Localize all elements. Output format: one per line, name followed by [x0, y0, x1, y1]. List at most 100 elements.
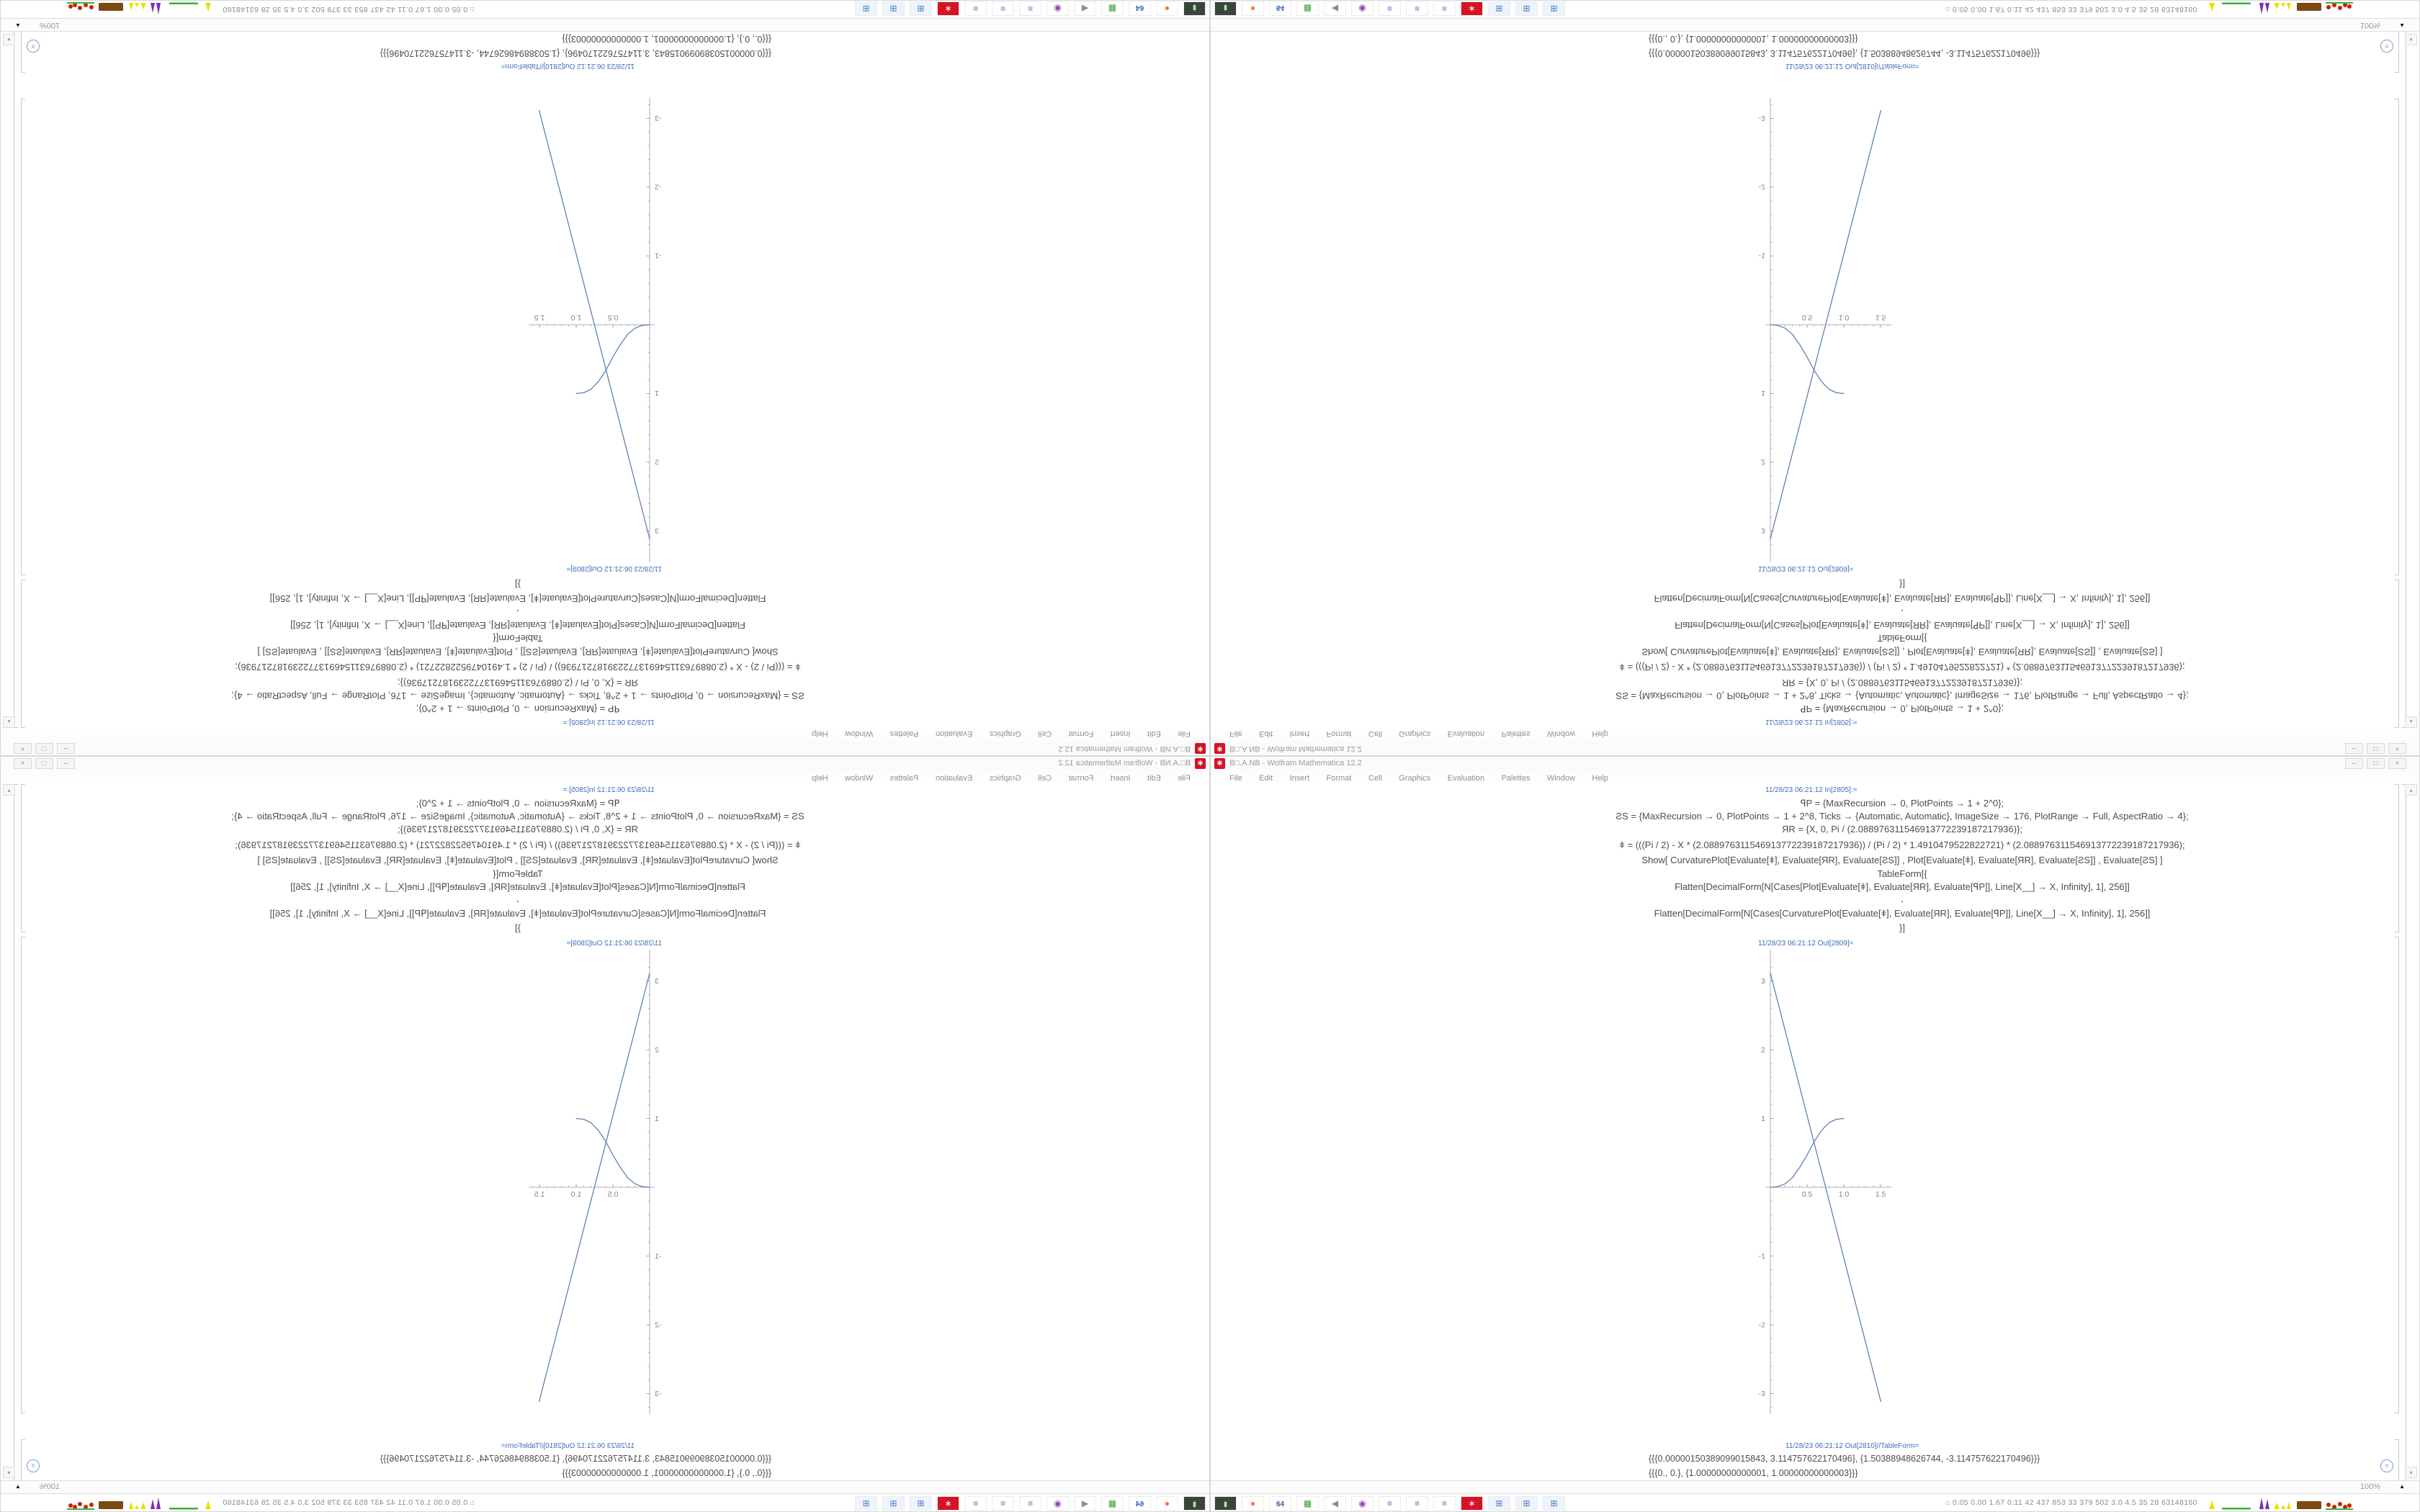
minimize-button[interactable]: –	[2345, 743, 2363, 754]
window-titlebar[interactable]: ∗ B□.A.NB - Wolfram Mathematica 12.2 – □…	[1211, 757, 2419, 771]
taskbar-icon-display[interactable]: ▦	[1296, 1496, 1319, 1511]
taskbar-icon-mathematica[interactable]: ∗	[1461, 1, 1483, 16]
magnification-dropdown-icon[interactable]: ▲	[15, 22, 21, 29]
notebook-canvas[interactable]: 11/28/23 06:21:12 In[2805]:= ꟼP = {MaxRe…	[1211, 783, 2419, 1482]
taskbar-icon-terminal[interactable]: ▮	[1183, 1, 1206, 16]
taskbar-icon-volume[interactable]: ◀	[1324, 1, 1346, 16]
scroll-down-button[interactable]: ▾	[3, 1467, 15, 1478]
maximize-button[interactable]: □	[2367, 758, 2385, 769]
magnification-dropdown-icon[interactable]: ▲	[2399, 22, 2405, 29]
taskbar-icon-chat[interactable]: ◉	[1351, 1496, 1373, 1511]
menu-edit[interactable]: Edit	[1259, 774, 1273, 783]
taskbar-icon-notepad[interactable]: ≡	[1379, 1496, 1401, 1511]
taskbar-icon-notepad[interactable]: ≡	[1433, 1, 1456, 16]
scroll-up-button[interactable]: ▴	[2405, 784, 2417, 796]
taskbar-icon-volume[interactable]: ◀	[1074, 1, 1096, 16]
menu-graphics[interactable]: Graphics	[1399, 774, 1431, 783]
scroll-up-button[interactable]: ▴	[2405, 716, 2417, 728]
more-output-icon[interactable]: »	[27, 1459, 40, 1472]
input-cell-bracket[interactable]	[21, 784, 25, 932]
taskbar-icon-notepad[interactable]: ≡	[1019, 1, 1041, 16]
menu-cell[interactable]: Cell	[1368, 774, 1382, 783]
taskbar-icon-mathematica[interactable]: ∗	[937, 1496, 959, 1511]
magnification-control[interactable]: 100%	[2360, 21, 2380, 30]
taskbar-icon-calculator[interactable]: ⊞	[882, 1, 905, 16]
menu-window[interactable]: Window	[845, 729, 874, 738]
menu-file[interactable]: File	[1229, 774, 1242, 783]
taskbar-icon-terminal[interactable]: ▮	[1214, 1, 1237, 16]
menu-window[interactable]: Window	[1546, 774, 1575, 783]
menu-palettes[interactable]: Palettes	[1501, 774, 1531, 783]
taskbar-icon-firefox[interactable]: ●	[1242, 1, 1264, 16]
taskbar-icon-calculator[interactable]: ⊞	[1515, 1496, 1538, 1511]
output-cell-bracket[interactable]	[2395, 1439, 2399, 1482]
input-cell-bracket[interactable]	[2395, 784, 2399, 932]
menu-edit[interactable]: Edit	[1259, 729, 1273, 738]
cell-group-bracket[interactable]	[2402, 30, 2406, 728]
taskbar-icon-emulator64[interactable]: 64	[1129, 1496, 1151, 1511]
taskbar-icon-firefox[interactable]: ●	[1156, 1, 1178, 16]
more-output-icon[interactable]: »	[27, 40, 40, 53]
magnification-dropdown-icon[interactable]: ▲	[15, 1483, 21, 1490]
taskbar-icon-notepad[interactable]: ≡	[964, 1, 987, 16]
taskbar-icon-volume[interactable]: ◀	[1074, 1496, 1096, 1511]
magnification-dropdown-icon[interactable]: ▲	[2399, 1483, 2405, 1490]
taskbar-icon-terminal[interactable]: ▮	[1214, 1496, 1237, 1511]
menu-insert[interactable]: Insert	[1289, 729, 1310, 738]
scroll-down-button[interactable]: ▾	[2405, 1467, 2417, 1478]
menu-evaluation[interactable]: Evaluation	[935, 729, 973, 738]
taskbar-icon-display[interactable]: ▦	[1101, 1, 1124, 16]
taskbar-icon-firefox[interactable]: ●	[1242, 1496, 1264, 1511]
taskbar-icon-emulator64[interactable]: 64	[1129, 1, 1151, 16]
taskbar-icon-display[interactable]: ▦	[1101, 1496, 1124, 1511]
menu-file[interactable]: File	[1229, 729, 1242, 738]
more-output-icon[interactable]: »	[2380, 1459, 2393, 1472]
menu-format[interactable]: Format	[1326, 774, 1352, 783]
minimize-button[interactable]: –	[57, 758, 75, 769]
taskbar-icon-terminal[interactable]: ▮	[1183, 1496, 1206, 1511]
taskbar-icon-notepad[interactable]: ≡	[1433, 1496, 1456, 1511]
close-button[interactable]: ×	[2388, 758, 2406, 769]
taskbar-icon-mathematica[interactable]: ∗	[937, 1, 959, 16]
notebook-canvas[interactable]: 11/28/23 06:21:12 In[2805]:= ꟼP = {MaxRe…	[0, 30, 1209, 729]
minimize-button[interactable]: –	[2345, 758, 2363, 769]
taskbar-icon-notepad[interactable]: ≡	[1406, 1496, 1428, 1511]
taskbar-icon-chat[interactable]: ◉	[1047, 1, 1069, 16]
taskbar-icon-calculator[interactable]: ⊞	[910, 1, 932, 16]
more-output-icon[interactable]: »	[2380, 40, 2393, 53]
menu-evaluation[interactable]: Evaluation	[1447, 774, 1485, 783]
scroll-down-button[interactable]: ▾	[3, 34, 15, 45]
taskbar-icon-notepad[interactable]: ≡	[964, 1496, 987, 1511]
magnification-control[interactable]: 100%	[40, 21, 60, 30]
cell-group-bracket[interactable]	[14, 30, 18, 728]
menu-help[interactable]: Help	[1592, 729, 1608, 738]
taskbar-icon-chat[interactable]: ◉	[1047, 1496, 1069, 1511]
taskbar-icon-emulator64[interactable]: 64	[1269, 1, 1291, 16]
menu-graphics[interactable]: Graphics	[1399, 729, 1431, 738]
menu-help[interactable]: Help	[812, 729, 828, 738]
menu-evaluation[interactable]: Evaluation	[1447, 729, 1485, 738]
output-cell-bracket[interactable]	[21, 1439, 25, 1482]
taskbar-icon-display[interactable]: ▦	[1296, 1, 1319, 16]
menu-help[interactable]: Help	[1592, 774, 1608, 783]
taskbar-icon-chat[interactable]: ◉	[1351, 1, 1373, 16]
taskbar-icon-emulator64[interactable]: 64	[1269, 1496, 1291, 1511]
output-cell-bracket[interactable]	[2395, 937, 2399, 1413]
cell-group-bracket[interactable]	[2402, 784, 2406, 1482]
menu-graphics[interactable]: Graphics	[989, 729, 1021, 738]
taskbar-icon-notepad[interactable]: ≡	[992, 1, 1014, 16]
notebook-canvas[interactable]: 11/28/23 06:21:12 In[2805]:= ꟼP = {MaxRe…	[1211, 30, 2420, 729]
maximize-button[interactable]: □	[2367, 743, 2385, 754]
magnification-control[interactable]: 100%	[40, 1482, 60, 1491]
close-button[interactable]: ×	[2388, 743, 2406, 754]
output-cell-bracket[interactable]	[21, 30, 25, 73]
menu-insert[interactable]: Insert	[1110, 729, 1131, 738]
scroll-down-button[interactable]: ▾	[2405, 34, 2417, 45]
menu-palettes[interactable]: Palettes	[1501, 729, 1531, 738]
maximize-button[interactable]: □	[35, 758, 53, 769]
taskbar-icon-mathematica[interactable]: ∗	[1461, 1496, 1483, 1511]
input-cell-bracket[interactable]	[21, 580, 25, 728]
menu-palettes[interactable]: Palettes	[889, 729, 919, 738]
scroll-up-button[interactable]: ▴	[3, 716, 15, 728]
taskbar-icon-calculator[interactable]: ⊞	[1488, 1496, 1510, 1511]
